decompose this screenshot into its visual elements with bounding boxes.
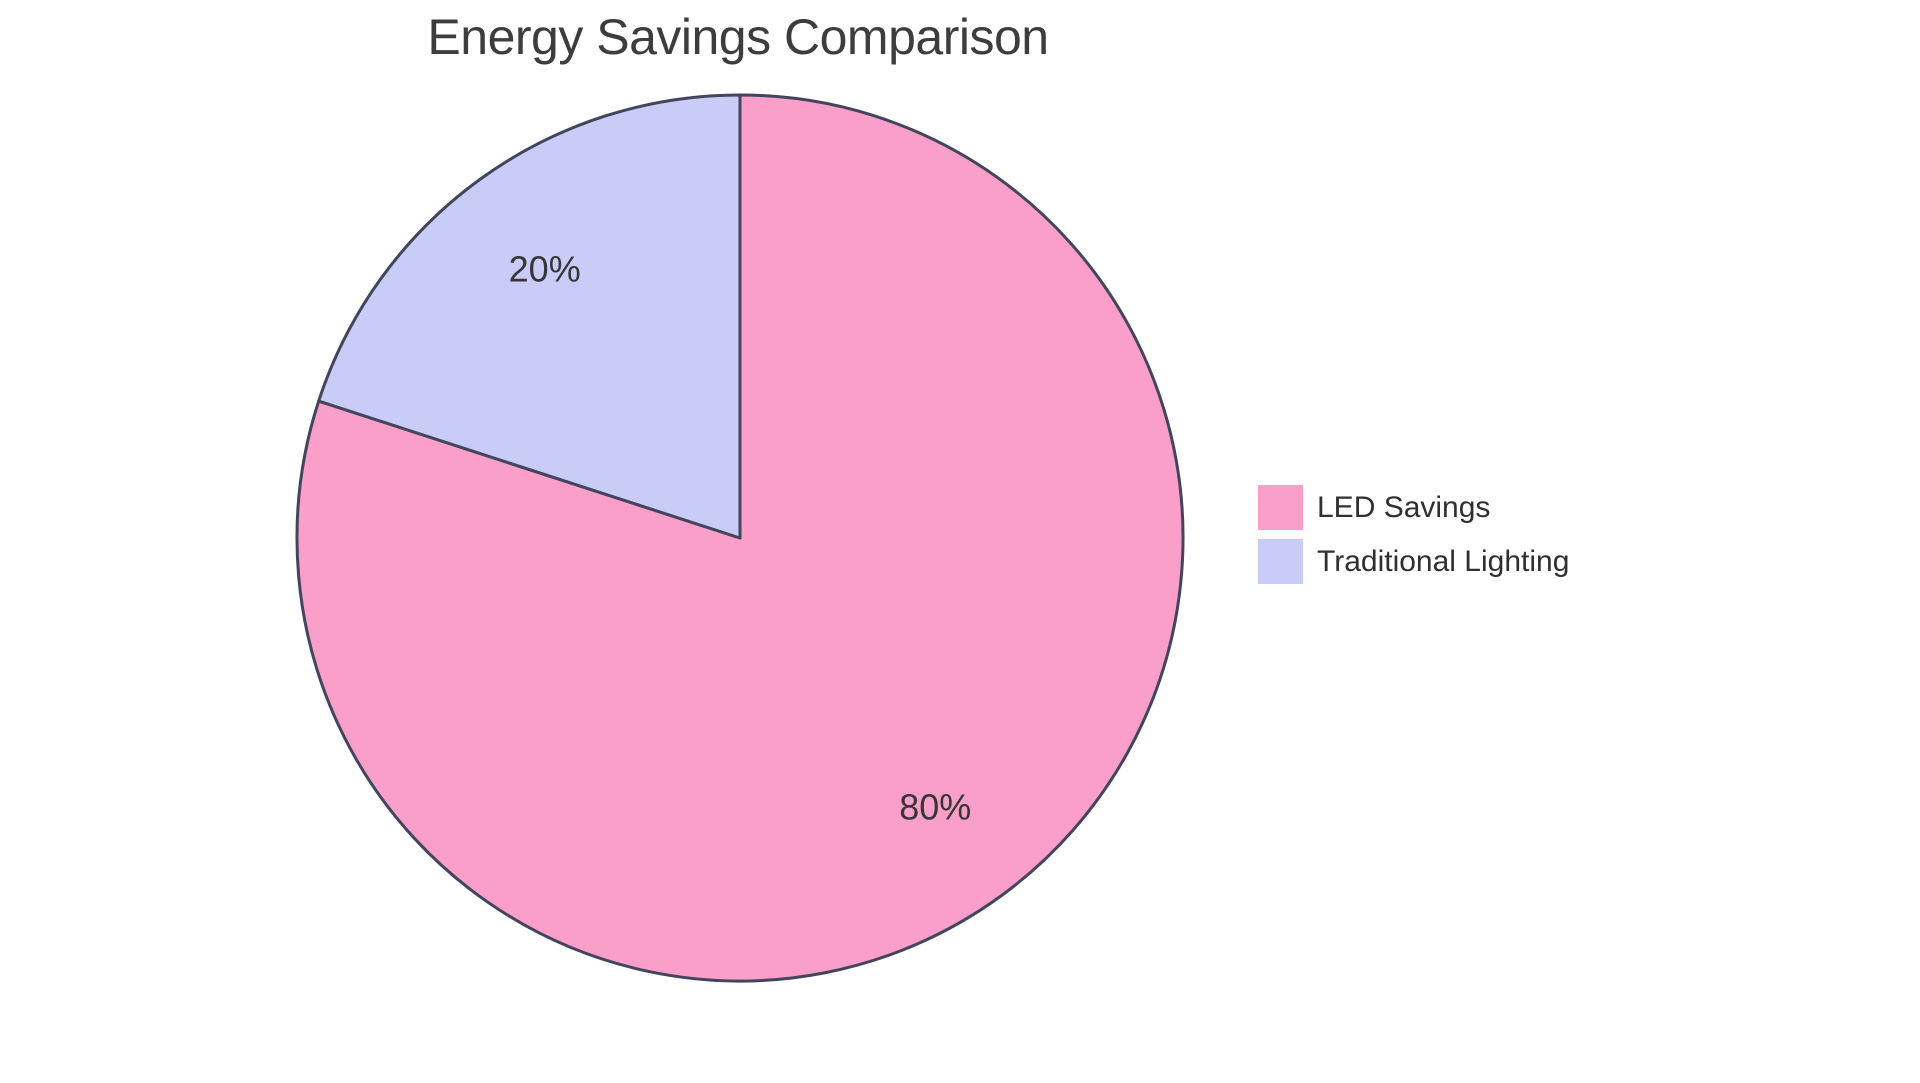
legend-item-led-savings[interactable]: LED Savings [1258,485,1569,530]
legend: LED Savings Traditional Lighting [1258,485,1569,584]
pie-slice-led-savings[interactable] [295,93,1185,983]
pie-slice-traditional-lighting[interactable] [317,93,742,540]
percent-label-led-savings: 80% [899,786,971,827]
legend-swatch-led-savings [1258,485,1303,530]
percent-label-traditional-lighting: 20% [509,249,581,290]
legend-label-led-savings: LED Savings [1317,491,1491,524]
legend-label-traditional-lighting: Traditional Lighting [1317,545,1570,578]
chart-title: Energy Savings Comparison [427,9,1049,65]
legend-swatch-traditional-lighting [1258,539,1303,584]
legend-item-traditional-lighting[interactable]: Traditional Lighting [1258,539,1569,584]
